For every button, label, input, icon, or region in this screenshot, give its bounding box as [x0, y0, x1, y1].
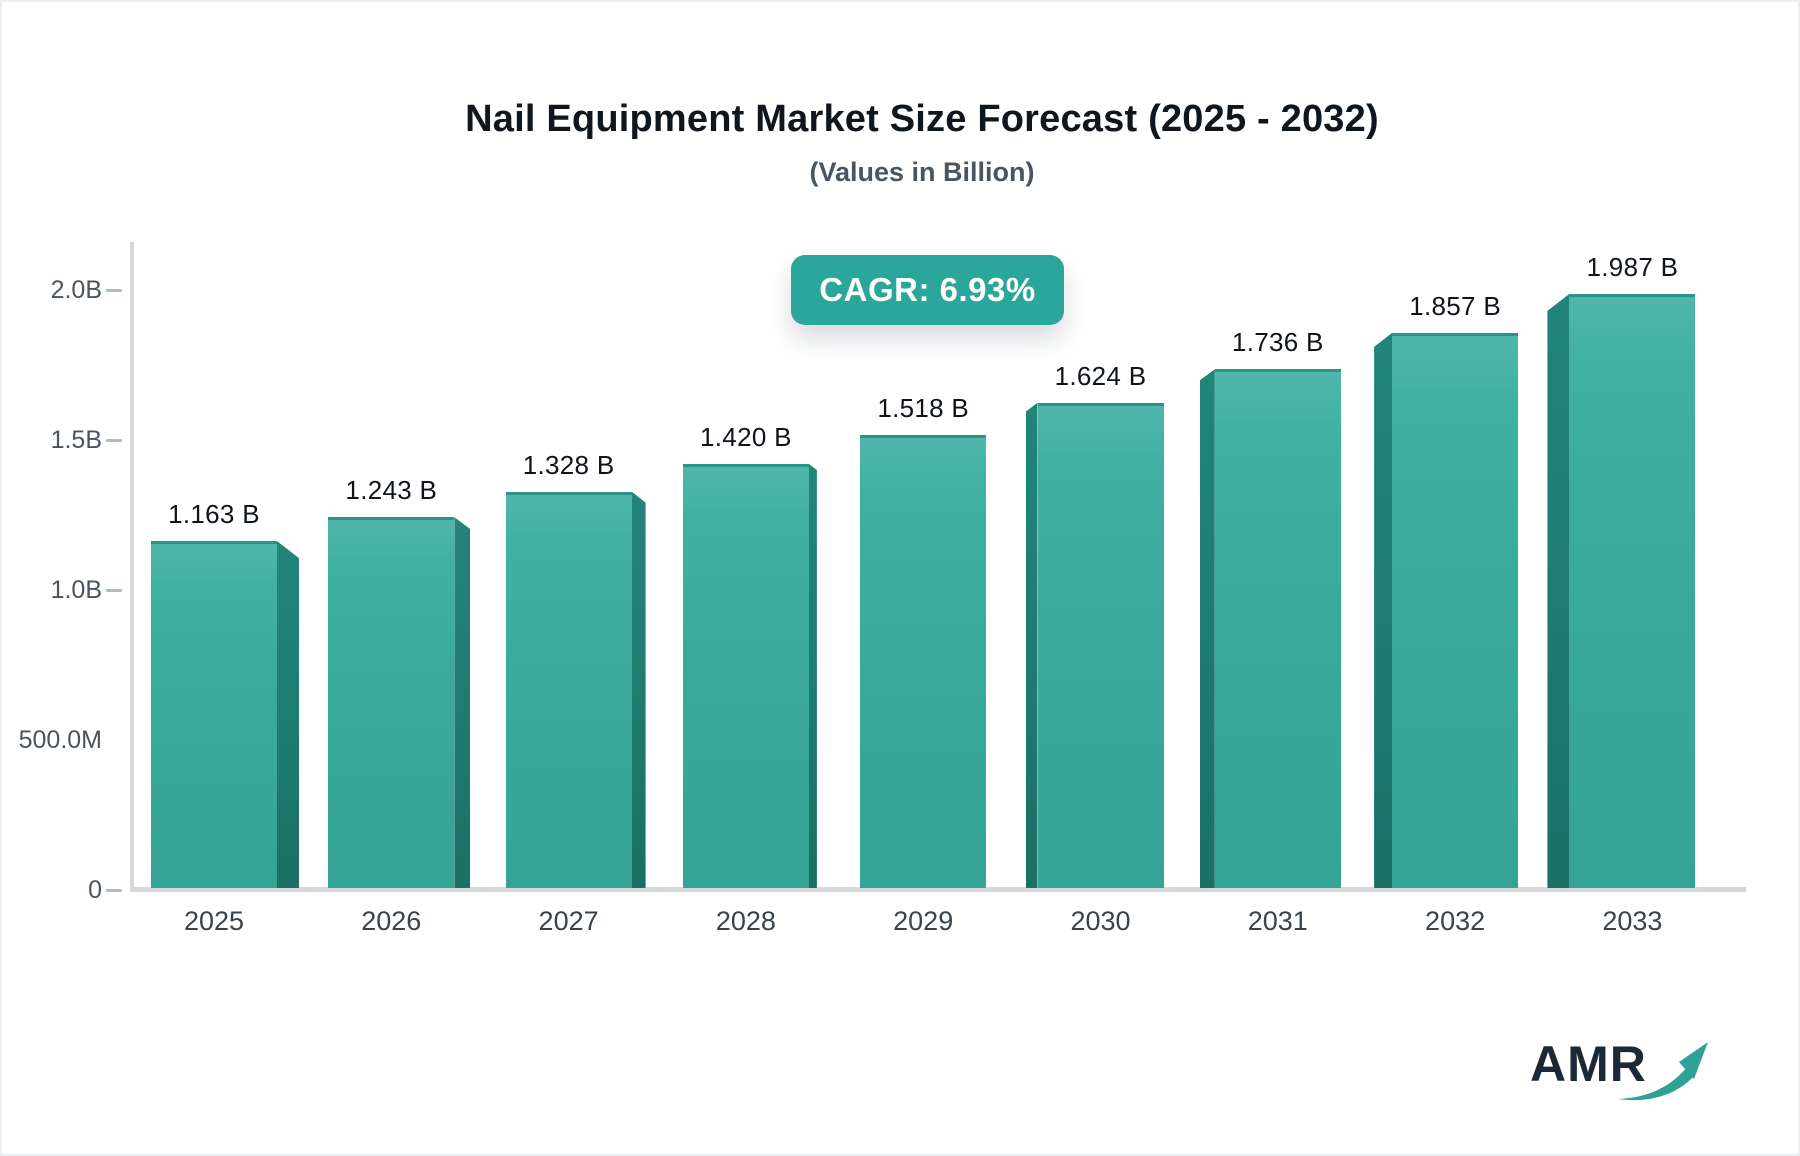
bar-value-label: 1.420 B	[700, 422, 792, 452]
amr-logo-text: AMR	[1530, 1036, 1647, 1092]
bar-2025	[151, 541, 277, 888]
chart-header: Nail Equipment Market Size Forecast (202…	[22, 2, 1798, 188]
x-tick-label: 2031	[1247, 906, 1308, 936]
bar-2028	[682, 464, 809, 888]
y-tick-label: 1.5B	[50, 426, 102, 454]
y-tick-label: 0	[88, 876, 102, 904]
y-tick-label: 500.0M	[18, 726, 102, 754]
bar-value-label: 1.987 B	[1586, 251, 1679, 282]
cagr-badge: CAGR: 6.93%	[791, 255, 1064, 325]
y-tick-dash	[106, 439, 122, 442]
y-tick-label: 2.0B	[50, 276, 102, 304]
bar-2032	[1392, 332, 1519, 888]
x-tick-label: 2030	[1070, 906, 1131, 936]
bar-2033	[1569, 293, 1696, 888]
bar-value-label: 1.624 B	[1054, 360, 1147, 391]
y-tick-dash	[106, 889, 122, 892]
bar-2030	[1037, 402, 1164, 888]
bar-value-label: 1.518 B	[877, 392, 970, 423]
x-axis-line	[130, 887, 1746, 892]
x-tick-label: 2025	[183, 906, 245, 936]
bar-2031	[1214, 369, 1341, 888]
bar-value-label: 1.163 B	[168, 499, 260, 530]
bar-value-label: 1.736 B	[1231, 327, 1324, 358]
bar-side-face	[1199, 369, 1215, 888]
bar-side-face	[454, 517, 471, 888]
chart-subtitle: (Values in Billion)	[809, 157, 1035, 187]
y-tick-label: 1.0B	[50, 576, 102, 604]
bar-2029	[860, 434, 987, 888]
bar-side-face	[1025, 402, 1038, 888]
growth-arrow-icon	[1618, 1042, 1708, 1101]
x-tick-label: 2032	[1425, 906, 1486, 936]
bar-side-face	[631, 491, 646, 888]
x-tick-label: 2029	[893, 906, 954, 936]
y-axis-line	[130, 242, 134, 890]
bar-value-label: 1.857 B	[1409, 290, 1501, 321]
bar-2026	[328, 517, 455, 888]
bar-value-label: 1.243 B	[345, 475, 438, 506]
x-tick-label: 2028	[715, 906, 776, 936]
bar-2027	[505, 491, 632, 888]
bar-side-face	[277, 541, 299, 888]
x-tick-label: 2026	[361, 906, 422, 936]
y-tick-dash	[106, 589, 122, 592]
bar-side-face	[808, 464, 817, 888]
x-tick-label: 2033	[1602, 906, 1663, 936]
chart-title: Nail Equipment Market Size Forecast (202…	[465, 98, 1379, 140]
bar-side-face	[1547, 293, 1570, 888]
x-tick-label: 2027	[538, 906, 599, 936]
y-tick-dash	[106, 289, 122, 292]
bar-side-face	[1374, 332, 1393, 888]
amr-logo: AMR	[1530, 1038, 1730, 1118]
bar-value-label: 1.328 B	[522, 449, 615, 480]
